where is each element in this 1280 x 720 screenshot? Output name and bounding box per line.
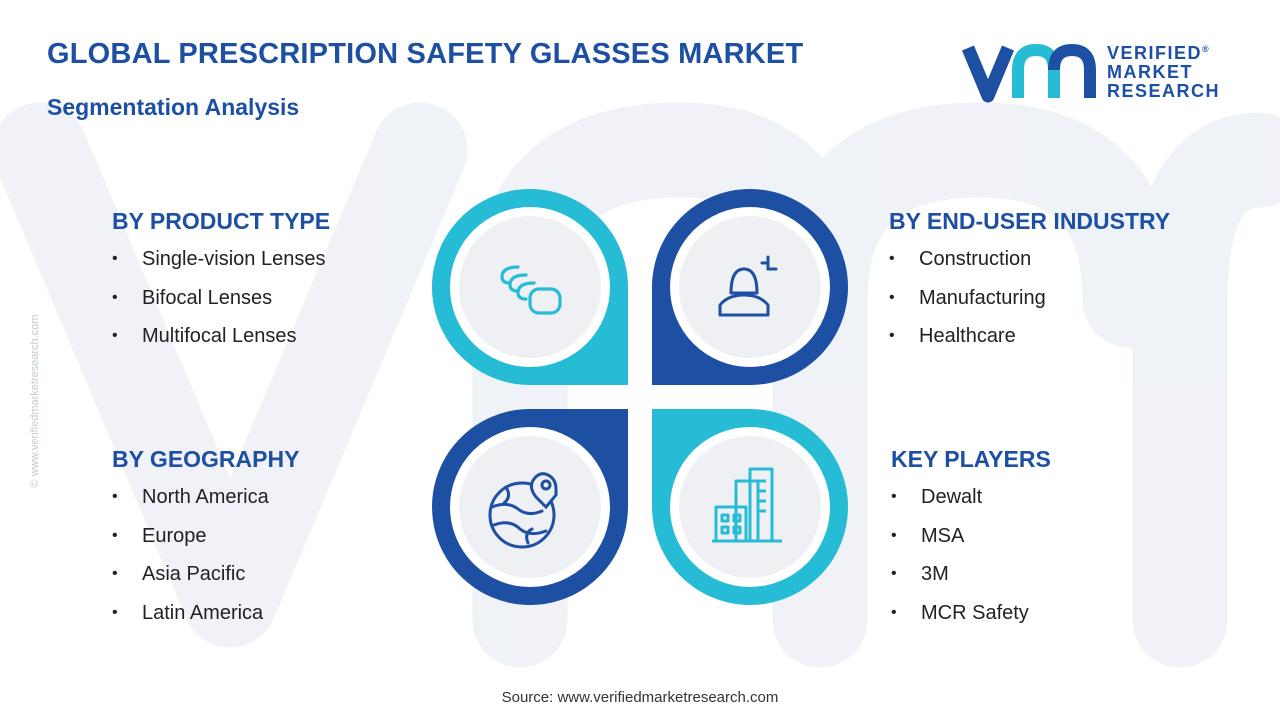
bullet-icon: • <box>112 327 118 344</box>
bullet-icon: • <box>891 603 897 621</box>
city-buildings-icon <box>712 467 782 543</box>
list-item-text: Construction <box>919 248 1032 270</box>
list-item-text: Dewalt <box>921 486 983 508</box>
list-item: • North America <box>112 485 299 524</box>
segment-key-players: KEY PLAYERS • Dewalt • MSA • 3M • MCR Safety <box>891 446 1051 639</box>
bullet-icon: • <box>112 488 118 505</box>
list-item: • Asia Pacific <box>112 562 299 601</box>
registered-mark: ® <box>1202 44 1209 54</box>
list-item-text: MCR Safety <box>921 601 1029 624</box>
bullet-icon: • <box>112 250 118 267</box>
list-item: • MCR Safety <box>891 601 1051 640</box>
bullet-icon: • <box>112 603 118 621</box>
source-caption: Source: www.verifiedmarketresearch.com <box>501 689 779 706</box>
side-copyright: © www.verifiedmarketresearch.com <box>29 314 41 488</box>
list-item: • Bifocal Lenses <box>112 286 330 325</box>
segment-list: • Dewalt • MSA • 3M • MCR Safety <box>891 485 1051 639</box>
globe-location-icon <box>488 472 558 549</box>
list-item: • Multifocal Lenses <box>112 324 330 363</box>
bullet-icon: • <box>112 526 118 544</box>
list-item: • Europe <box>112 524 299 563</box>
list-item: • Dewalt <box>891 485 1051 524</box>
list-item: • Latin America <box>112 601 299 640</box>
segment-product-type: BY PRODUCT TYPE • Single-vision Lenses • B… <box>112 208 330 363</box>
list-item-text: MSA <box>921 524 965 547</box>
list-item-text: Europe <box>142 524 207 547</box>
page-subtitle: Segmentation Analysis <box>47 94 300 120</box>
segment-list: • Single-vision Lenses • Bifocal Lenses • M… <box>112 247 330 363</box>
list-item-text: Multifocal Lenses <box>142 325 297 347</box>
layered-lenses-icon <box>500 265 562 315</box>
logo-line-research: RESEARCH <box>1107 81 1221 101</box>
list-item-text: Single-vision Lenses <box>142 248 326 270</box>
petal-top-left <box>432 189 628 385</box>
list-item-text: Healthcare <box>919 325 1016 347</box>
page-title: GLOBAL PRESCRIPTION SAFETY GLASSES MARKE… <box>47 38 804 70</box>
list-item: • Manufacturing <box>889 286 1170 325</box>
bullet-icon: • <box>112 288 118 306</box>
bullet-icon: • <box>891 488 897 505</box>
logo-wordmark: VERIFIED® MARKET RESEARCH <box>1107 40 1220 101</box>
segmentation-graphic <box>432 189 848 605</box>
list-item-text: Bifocal Lenses <box>142 286 273 309</box>
list-item-text: Manufacturing <box>919 286 1046 309</box>
list-item: • MSA <box>891 524 1051 563</box>
list-item-text: 3M <box>921 563 949 585</box>
segment-list: • Construction • Manufacturing • Healthcare <box>889 247 1170 363</box>
list-item-text: Latin America <box>142 601 264 624</box>
logo-line-market: MARKET <box>1107 62 1193 82</box>
segment-heading: BY PRODUCT TYPE <box>112 208 331 234</box>
list-item: • Single-vision Lenses <box>112 247 330 286</box>
segment-geography: BY GEOGRAPHY • North America • Europe • Asi… <box>112 446 299 639</box>
petal-top-right <box>652 189 848 385</box>
segment-heading: KEY PLAYERS <box>891 446 1051 472</box>
segment-heading: BY GEOGRAPHY <box>112 446 300 472</box>
bullet-icon: • <box>889 327 895 344</box>
petal-bottom-left <box>432 409 628 605</box>
company-logo: VERIFIED® MARKET RESEARCH <box>962 40 1232 104</box>
segment-heading: BY END-USER INDUSTRY <box>889 208 1171 234</box>
segment-end-user-industry: BY END-USER INDUSTRY • Construction • Manu… <box>889 208 1170 363</box>
bullet-icon: • <box>891 526 897 544</box>
bullet-icon: • <box>889 250 895 267</box>
list-item-text: North America <box>142 486 269 508</box>
list-item: • 3M <box>891 562 1051 601</box>
logo-line-verified: VERIFIED <box>1107 43 1203 63</box>
bullet-icon: • <box>889 288 895 306</box>
bullet-icon: • <box>891 565 897 582</box>
vmr-logo-mark <box>962 43 1096 103</box>
user-profile-icon <box>718 255 778 317</box>
bullet-icon: • <box>112 565 118 582</box>
list-item: • Healthcare <box>889 324 1170 363</box>
list-item-text: Asia Pacific <box>142 563 246 585</box>
list-item: • Construction <box>889 247 1170 286</box>
segment-list: • North America • Europe • Asia Pacific • La… <box>112 485 299 639</box>
